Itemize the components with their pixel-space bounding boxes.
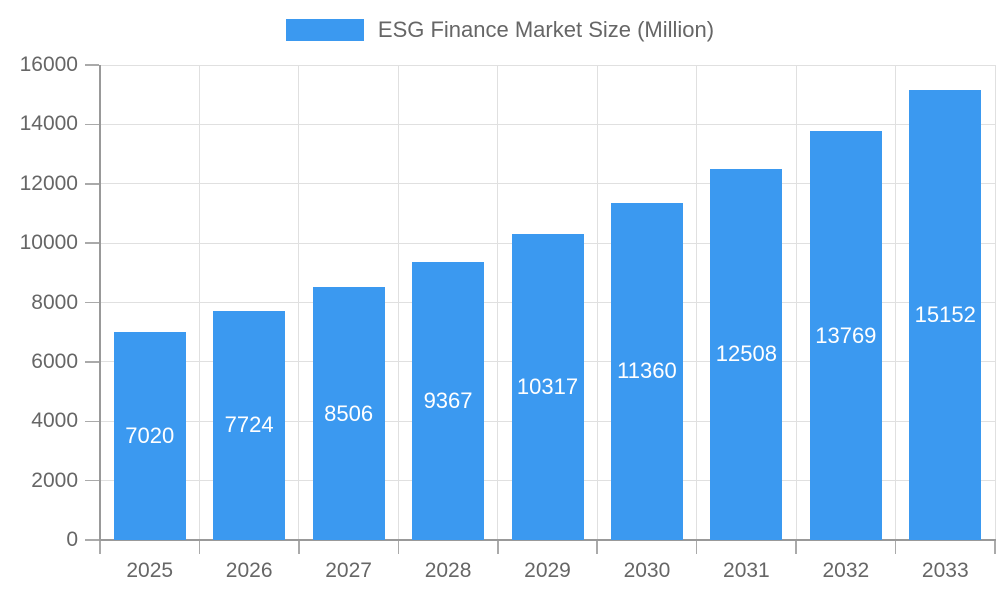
x-axis-label: 2033 [921, 559, 969, 582]
y-axis-label: 2000 [31, 468, 78, 492]
x-axis-line [99, 539, 996, 541]
bar-2031[interactable]: 12508 [710, 168, 783, 540]
bar-value-label: 7020 [125, 422, 175, 448]
x-axis-tick [497, 540, 499, 554]
y-axis-tick [85, 361, 99, 363]
x-axis-tick [397, 540, 400, 554]
x-axis-tick [198, 540, 201, 554]
x-axis-label: 2029 [524, 559, 571, 582]
gridline-horizontal [100, 64, 995, 66]
bar-value-label: 15152 [914, 302, 976, 328]
plot-area: 0 2000 4000 6000 8000 10000 12000 14000 16000 702… [20, 53, 996, 582]
bar-2029[interactable]: 10317 [511, 233, 584, 540]
x-axis-label: 2028 [424, 559, 472, 582]
gridline-vertical [596, 65, 598, 540]
y-axis-label: 10000 [19, 231, 78, 255]
bar-2027[interactable]: 8506 [312, 287, 385, 540]
y-axis-tick [85, 183, 99, 185]
y-axis-line [99, 65, 101, 540]
gridline-horizontal [100, 183, 995, 185]
bar-value-label: 11360 [617, 358, 677, 384]
gridline-vertical [994, 65, 996, 540]
y-axis-label: 6000 [31, 349, 78, 373]
y-axis-tick [85, 479, 99, 482]
gridline-vertical [198, 65, 200, 540]
gridline-horizontal [100, 123, 995, 125]
x-axis-tick [695, 540, 698, 554]
gridline-vertical [397, 65, 399, 540]
x-axis-tick [994, 540, 996, 554]
y-axis-tick [85, 242, 99, 244]
bar-value-label: 10317 [516, 373, 579, 399]
bar-2032[interactable]: 13769 [809, 131, 882, 540]
y-axis-tick [85, 64, 99, 66]
y-axis-label: 16000 [19, 53, 78, 76]
bar-2028[interactable]: 9367 [412, 261, 485, 540]
legend-item[interactable]: ESG Finance Market Size (Million) [0, 17, 1000, 43]
bar-value-label: 12508 [715, 341, 777, 367]
x-axis-tick [298, 540, 300, 554]
y-axis-tick [85, 539, 99, 541]
x-axis-label: 2030 [623, 559, 671, 582]
legend-label: ESG Finance Market Size (Million) [377, 17, 715, 42]
x-axis-label: 2025 [126, 559, 174, 582]
y-axis-label: 4000 [31, 409, 78, 433]
legend-swatch [285, 19, 364, 41]
x-axis-label: 2026 [225, 559, 273, 582]
y-axis-tick [85, 123, 99, 126]
bar-2033[interactable]: 15152 [909, 90, 982, 540]
bar-2025[interactable]: 7020 [113, 331, 186, 540]
gridline-vertical [298, 65, 300, 540]
gridline-vertical [895, 65, 897, 540]
bar-value-label: 9367 [423, 387, 473, 413]
y-axis-label: 8000 [31, 290, 78, 314]
y-axis-label: 0 [66, 528, 78, 551]
x-axis-label: 2031 [723, 559, 770, 582]
bar-2030[interactable]: 11360 [610, 202, 683, 540]
y-axis-tick [85, 420, 99, 422]
bar-value-label: 7724 [224, 412, 274, 438]
x-axis-label: 2032 [822, 559, 870, 582]
x-axis-label: 2027 [325, 559, 372, 582]
gridline-vertical [497, 65, 499, 540]
bar-2026[interactable]: 7724 [213, 310, 286, 540]
gridline-vertical [795, 65, 797, 540]
y-axis-tick [85, 301, 99, 304]
y-axis-label: 14000 [19, 112, 78, 136]
x-axis-tick [795, 540, 797, 554]
gridline-vertical [696, 65, 698, 540]
bar-value-label: 13769 [815, 322, 877, 348]
x-axis-tick [596, 540, 598, 554]
x-axis-tick [894, 540, 897, 554]
y-axis-label: 12000 [19, 171, 78, 195]
x-axis-tick [99, 540, 101, 554]
bar-value-label: 8506 [324, 400, 374, 426]
